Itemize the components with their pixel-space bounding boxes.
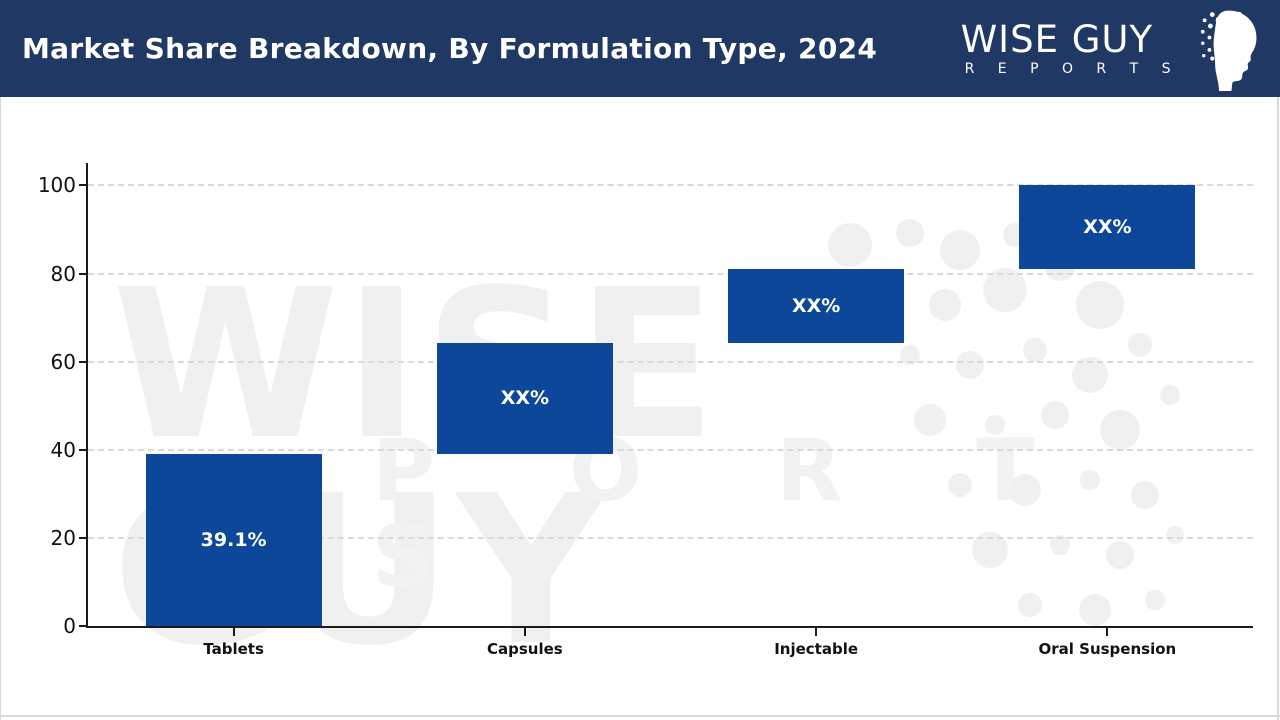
header-bar: Market Share Breakdown, By Formulation T…	[0, 0, 1280, 97]
gridline-40	[88, 448, 1253, 451]
brand-tagline: R E P O R T S	[964, 61, 1180, 77]
y-tick-80	[79, 272, 88, 275]
brand-name: WISE GUY	[960, 18, 1154, 61]
x-tick-2	[815, 628, 818, 636]
gridline-80	[88, 272, 1253, 275]
category-label-0: Tablets	[203, 640, 264, 658]
y-tick-label-20: 20	[50, 525, 76, 550]
y-tick-label-80: 80	[50, 261, 76, 286]
y-tick-0	[79, 625, 88, 627]
category-label-1: Capsules	[487, 640, 563, 658]
x-tick-3	[1106, 628, 1109, 636]
y-tick-label-100: 100	[37, 173, 76, 198]
category-label-3: Oral Suspension	[1038, 640, 1177, 658]
y-tick-60	[79, 360, 88, 363]
bar-value-label: 39.1%	[200, 528, 267, 551]
bar-value-label: XX%	[791, 295, 841, 318]
category-label-2: Injectable	[774, 640, 859, 658]
bar-value-label: XX%	[500, 387, 550, 410]
brand-logo-text: WISE GUY R E P O R T S	[961, 21, 1180, 76]
brand-logo: WISE GUY R E P O R T S	[961, 5, 1262, 93]
y-tick-label-0: 0	[63, 614, 76, 638]
page-title: Market Share Breakdown, By Formulation T…	[22, 32, 878, 65]
bar-injectable: XX%	[728, 269, 905, 344]
bar-capsules: XX%	[436, 343, 613, 454]
bar-tablets: 39.1%	[145, 453, 322, 626]
bar-oral-suspension: XX%	[1019, 185, 1196, 270]
bar-value-label: XX%	[1083, 216, 1132, 239]
frame-border-left	[0, 97, 1, 720]
x-axis-line	[86, 626, 1253, 628]
y-tick-40	[79, 448, 88, 451]
gridline-100	[88, 184, 1253, 187]
frame-border-right	[1277, 97, 1279, 720]
x-tick-0	[232, 628, 235, 636]
y-tick-label-40: 40	[50, 437, 76, 462]
frame-border-bottom	[0, 715, 1280, 717]
y-tick-100	[79, 184, 88, 187]
y-tick-label-60: 60	[50, 349, 76, 374]
gridline-60	[88, 360, 1253, 363]
face-profile-dots-icon	[1200, 10, 1257, 91]
y-tick-20	[79, 536, 88, 539]
y-axis-line	[86, 163, 88, 627]
x-tick-1	[523, 628, 526, 636]
gridline-20	[88, 536, 1253, 539]
